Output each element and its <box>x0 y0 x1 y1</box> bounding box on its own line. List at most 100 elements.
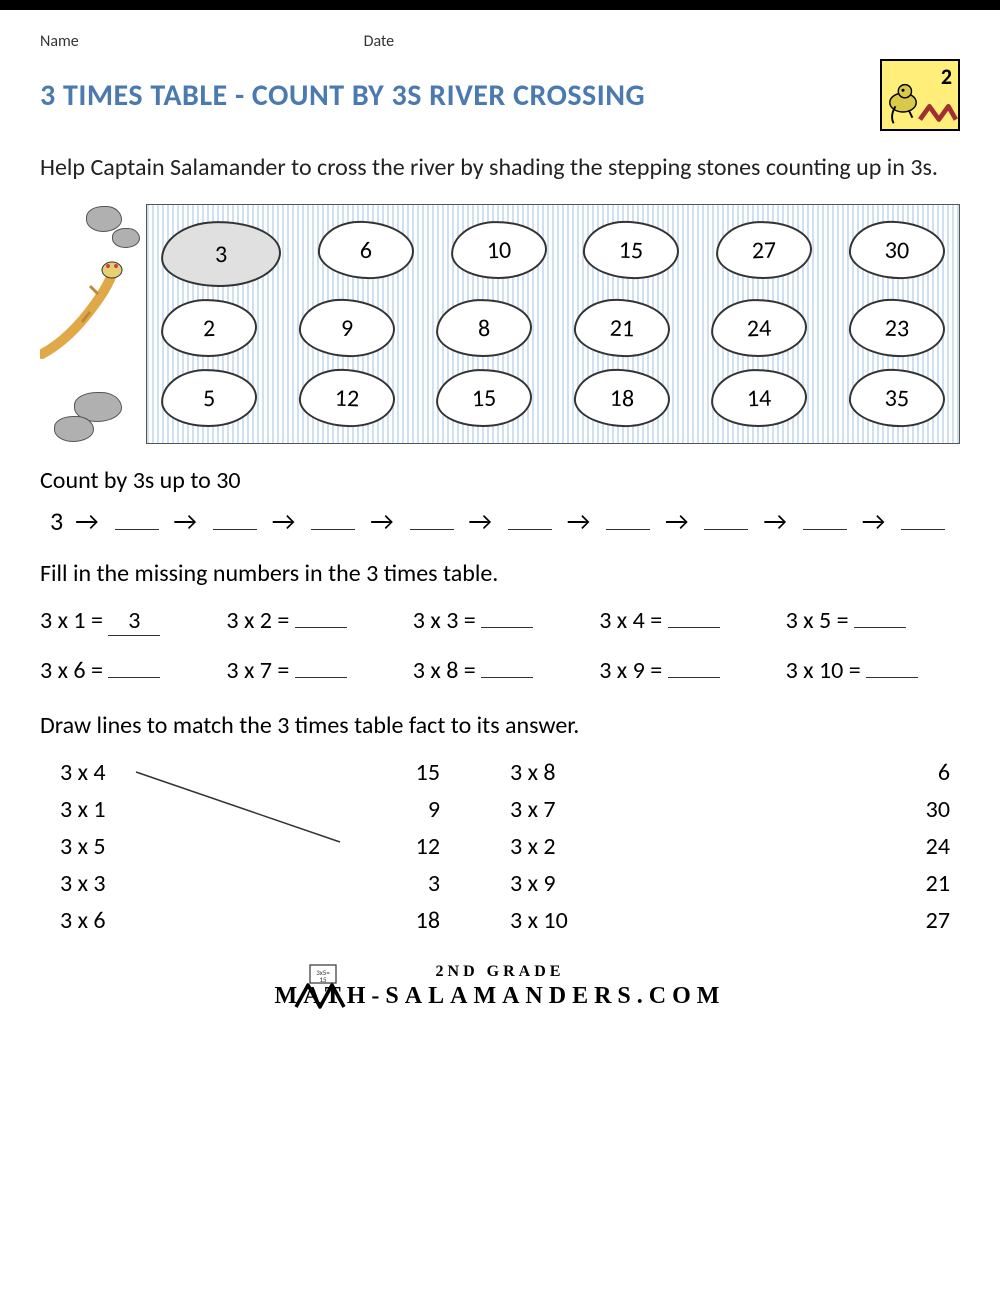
stepping-stone: 23 <box>848 297 946 358</box>
times-answer-blank[interactable] <box>668 627 720 628</box>
count-blank[interactable] <box>704 529 748 530</box>
times-question: 3 x 3 = <box>413 606 476 635</box>
times-answer-blank[interactable] <box>108 677 160 678</box>
count-blank[interactable] <box>213 529 257 530</box>
footer-line1: 2ND GRADE <box>40 963 960 981</box>
match-answer: 27 <box>780 906 950 935</box>
stone-row: 51215181435 <box>161 369 945 427</box>
count-start: 3 <box>50 505 64 537</box>
match-answer: 12 <box>270 832 440 861</box>
match-fact: 3 x 3 <box>60 869 200 898</box>
footer-line2: MATH-SALAMANDERS.COM <box>40 983 960 1010</box>
stepping-stone: 3 <box>160 219 282 289</box>
arrow-icon: → <box>763 505 788 537</box>
fill-in-label: Fill in the missing numbers in the 3 tim… <box>40 559 960 588</box>
times-answer-blank[interactable] <box>295 627 347 628</box>
stepping-stone: 35 <box>848 367 946 428</box>
arrow-icon: → <box>665 505 690 537</box>
times-question: 3 x 2 = <box>226 606 289 635</box>
times-question: 3 x 5 = <box>786 606 849 635</box>
arrow-icon: → <box>468 505 493 537</box>
arrow-icon: → <box>567 505 592 537</box>
times-answer-blank[interactable]: 3 <box>108 606 160 636</box>
arrow-icon: → <box>272 505 297 537</box>
stepping-stone: 6 <box>317 219 415 280</box>
times-cell: 3 x 9 = <box>599 656 773 685</box>
match-fact: 3 x 7 <box>510 795 710 824</box>
match-fact: 3 x 4 <box>60 758 200 787</box>
stepping-stone: 15 <box>582 219 680 280</box>
times-table-grid: 3 x 1 = 3 3 x 2 = 3 x 3 = 3 x 4 = 3 x 5 =… <box>40 606 960 685</box>
count-sequence: 3 → → → → → → → → → <box>50 505 960 537</box>
times-answer-blank[interactable] <box>481 677 533 678</box>
match-answer: 30 <box>780 795 950 824</box>
river-bank <box>40 204 140 444</box>
count-blank[interactable] <box>410 529 454 530</box>
count-blank[interactable] <box>606 529 650 530</box>
match-fact: 3 x 10 <box>510 906 710 935</box>
count-blank[interactable] <box>901 529 945 530</box>
grade-number: 2 <box>941 63 952 90</box>
count-blank[interactable] <box>311 529 355 530</box>
times-cell: 3 x 3 = <box>413 606 587 636</box>
count-blank[interactable] <box>115 529 159 530</box>
match-label: Draw lines to match the 3 times table fa… <box>40 711 960 740</box>
stepping-stone: 27 <box>715 219 813 280</box>
svg-text:15: 15 <box>319 975 327 984</box>
worksheet-page: Name Date 3 TIMES TABLE - COUNT BY 3S RI… <box>0 12 1000 1020</box>
times-answer-blank[interactable] <box>866 677 918 678</box>
stepping-stone: 10 <box>450 219 548 280</box>
page-title: 3 TIMES TABLE - COUNT BY 3S RIVER CROSSI… <box>40 77 645 114</box>
times-answer-blank[interactable] <box>854 627 906 628</box>
match-answer: 24 <box>780 832 950 861</box>
stepping-stone: 21 <box>573 297 671 358</box>
count-blank[interactable] <box>508 529 552 530</box>
header-line: Name Date <box>40 32 960 51</box>
times-question: 3 x 10 = <box>786 656 861 685</box>
times-question: 3 x 4 = <box>599 606 662 635</box>
stepping-stone: 15 <box>435 367 533 428</box>
match-answer: 15 <box>270 758 440 787</box>
count-blank[interactable] <box>803 529 847 530</box>
times-question: 3 x 9 = <box>599 656 662 685</box>
times-question: 3 x 8 = <box>413 656 476 685</box>
times-cell: 3 x 1 = 3 <box>40 606 214 636</box>
times-cell: 3 x 2 = <box>226 606 400 636</box>
match-fact: 3 x 9 <box>510 869 710 898</box>
times-answer-blank[interactable] <box>668 677 720 678</box>
stepping-stone: 24 <box>710 297 808 358</box>
top-divider <box>0 0 1000 10</box>
times-answer-blank[interactable] <box>295 677 347 678</box>
match-answer: 18 <box>270 906 440 935</box>
times-cell: 3 x 6 = <box>40 656 214 685</box>
stone-row: 298212423 <box>161 299 945 357</box>
match-fact: 3 x 8 <box>510 758 710 787</box>
times-cell: 3 x 10 = <box>786 656 960 685</box>
arrow-icon: → <box>75 505 100 537</box>
match-answer: 9 <box>270 795 440 824</box>
match-grid: 3 x 4153 x 863 x 193 x 7303 x 5123 x 224… <box>60 758 960 935</box>
times-answer-blank[interactable] <box>481 627 533 628</box>
stone-row: 3610152730 <box>161 221 945 287</box>
match-fact: 3 x 5 <box>60 832 200 861</box>
river-crossing: 361015273029821242351215181435 <box>40 204 960 444</box>
times-question: 3 x 1 = <box>40 606 103 635</box>
match-fact: 3 x 6 <box>60 906 200 935</box>
instruction-1: Help Captain Salamander to cross the riv… <box>40 151 960 186</box>
stepping-stone: 9 <box>298 297 396 358</box>
river: 361015273029821242351215181435 <box>146 204 960 444</box>
times-cell: 3 x 7 = <box>226 656 400 685</box>
grade-logo: 2 <box>880 59 960 131</box>
stepping-stone: 12 <box>298 367 396 428</box>
arrow-icon: → <box>370 505 395 537</box>
footer-logo-icon: 3x5= 15 <box>290 961 354 1013</box>
match-fact: 3 x 2 <box>510 832 710 861</box>
stepping-stone: 8 <box>435 297 533 358</box>
date-label: Date <box>364 32 395 51</box>
name-label: Name <box>40 32 360 51</box>
title-row: 3 TIMES TABLE - COUNT BY 3S RIVER CROSSI… <box>40 59 960 131</box>
arrow-icon: → <box>862 505 887 537</box>
arrow-icon: → <box>173 505 198 537</box>
times-question: 3 x 6 = <box>40 656 103 685</box>
match-answer: 3 <box>270 869 440 898</box>
